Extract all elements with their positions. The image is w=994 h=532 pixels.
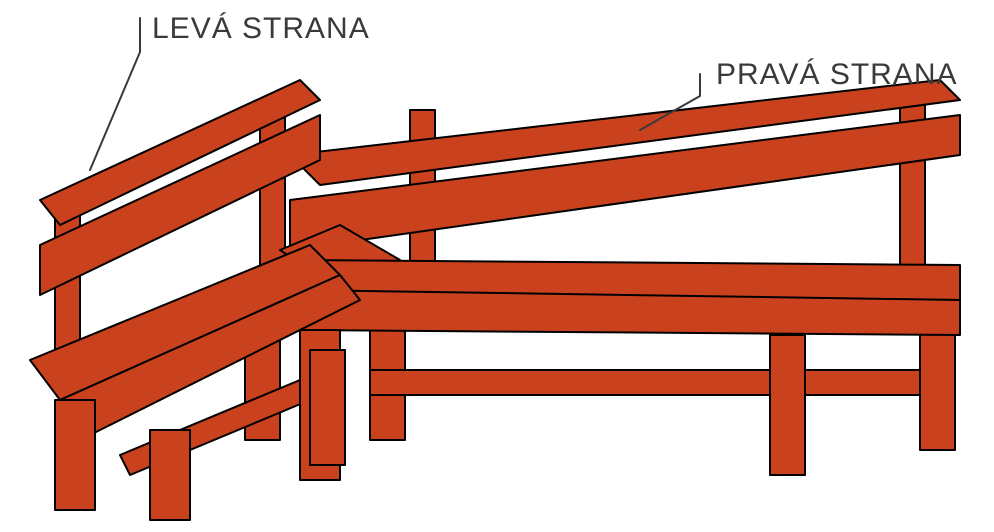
diagram-stage: LEVÁ STRANA PRAVÁ STRANA: [0, 0, 994, 532]
label-right-side: PRAVÁ STRANA: [716, 58, 958, 92]
label-left-side: LEVÁ STRANA: [152, 12, 370, 46]
